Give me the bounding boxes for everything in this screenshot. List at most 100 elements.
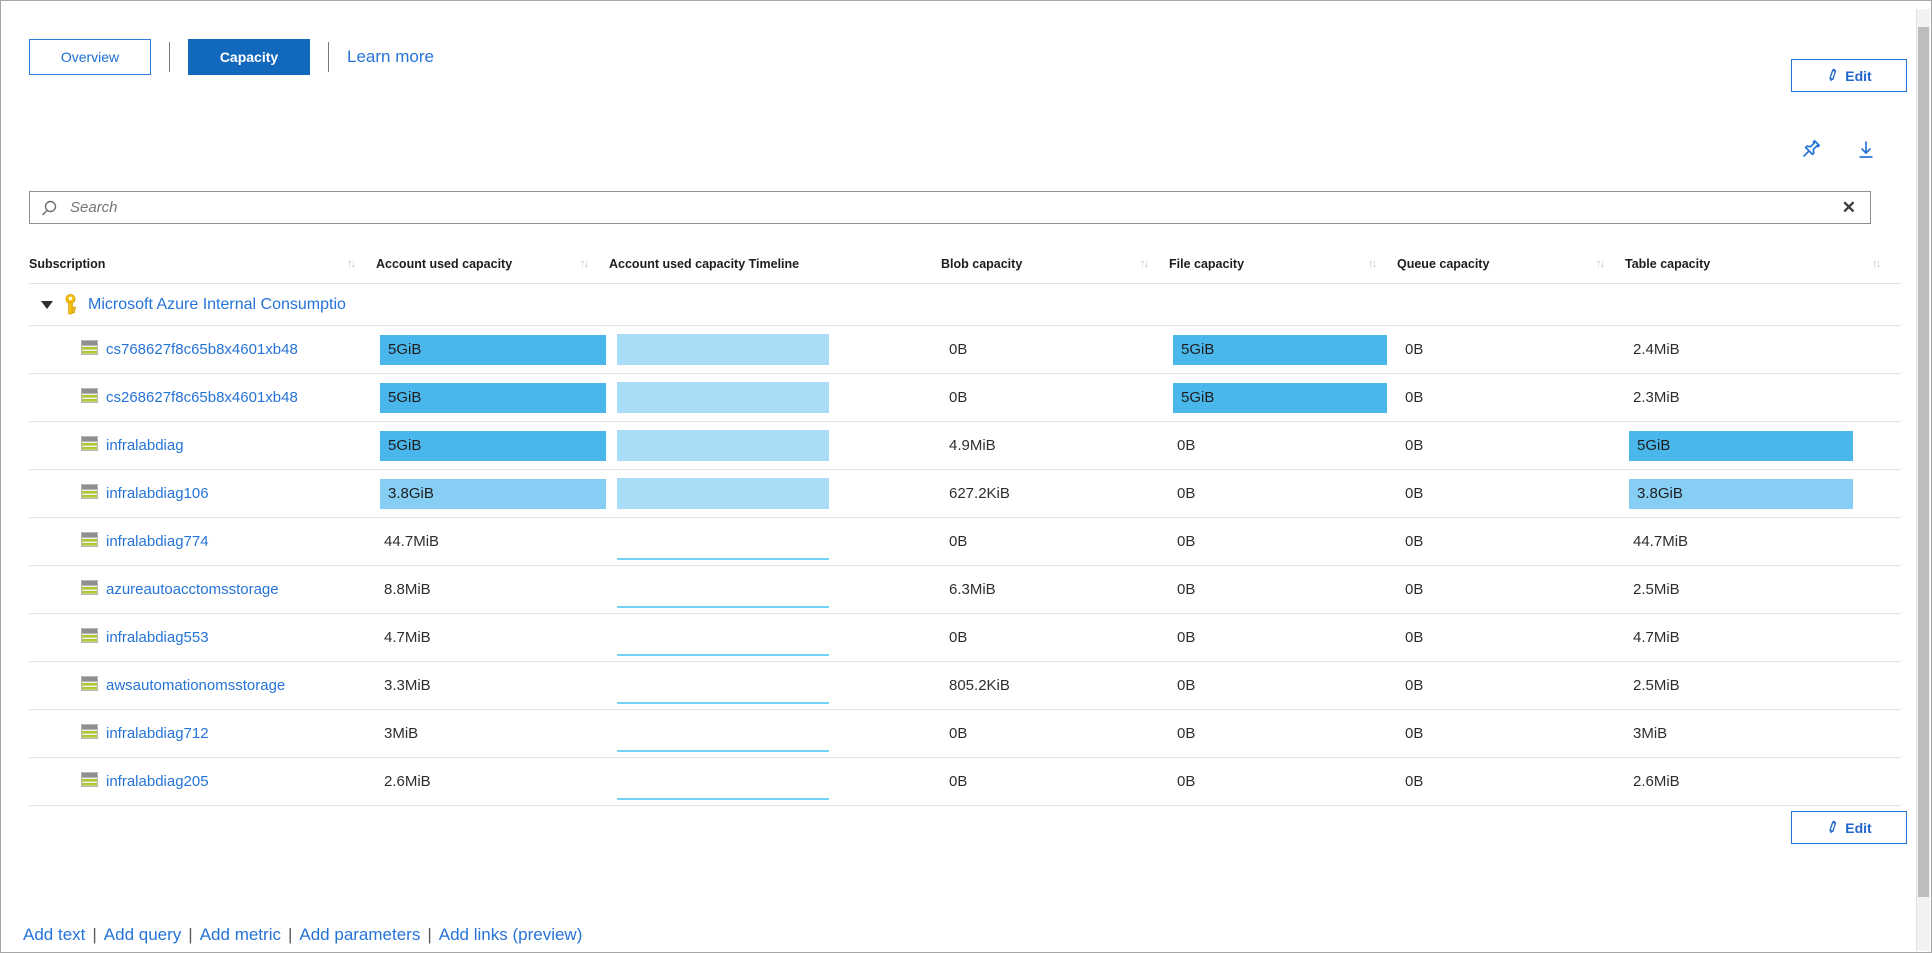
timeline-sparkline <box>617 798 829 800</box>
timeline-cell <box>609 758 941 805</box>
storage-account-icon <box>81 339 98 355</box>
storage-account-link[interactable]: azureautoacctomsstorage <box>106 581 279 598</box>
tab-capacity[interactable]: Capacity <box>188 39 310 75</box>
search-clear-icon[interactable]: ✕ <box>1841 198 1856 217</box>
tab-overview[interactable]: Overview <box>29 39 151 75</box>
blob-capacity-value: 0B <box>949 388 968 406</box>
storage-account-icon-wrap <box>81 675 98 696</box>
table-capacity-cell: 4.7MiB <box>1625 629 1901 647</box>
account-used-capacity-value: 8.8MiB <box>384 580 431 598</box>
queue-capacity-cell: 0B <box>1397 533 1625 551</box>
sort-icon[interactable]: ↑↓ <box>1596 258 1605 270</box>
storage-account-link[interactable]: cs768627f8c65b8x4601xb48 <box>106 341 298 358</box>
timeline-sparkline <box>617 334 829 365</box>
storage-account-icon-wrap <box>81 627 98 648</box>
table-row: infralabdiag106 3.8GiB 627.2KiB 0B 0B 3.8GiB <box>29 469 1901 517</box>
blob-capacity-value: 4.9MiB <box>949 436 996 454</box>
timeline-sparkline <box>617 558 829 560</box>
queue-capacity-cell: 0B <box>1397 629 1625 647</box>
storage-account-icon-wrap <box>81 435 98 456</box>
account-used-capacity-value: 3.3MiB <box>384 676 431 694</box>
storage-account-link[interactable]: infralabdiag205 <box>106 773 209 790</box>
account-used-capacity-value: 5GiB <box>388 389 422 406</box>
link-separator: | <box>427 925 432 944</box>
add-add-text-link[interactable]: Add text <box>23 925 86 944</box>
column-header-table-capacity[interactable]: Table capacity ↑↓ <box>1625 257 1901 271</box>
column-header-account-used-capacity[interactable]: Account used capacity ↑↓ <box>376 257 609 271</box>
subscription-group-row[interactable]: Microsoft Azure Internal Consumptio <box>29 283 1901 325</box>
queue-capacity-value: 0B <box>1405 340 1424 358</box>
storage-account-link[interactable]: awsautomationomsstorage <box>106 677 286 694</box>
add-add-parameters-link[interactable]: Add parameters <box>299 925 421 944</box>
queue-capacity-value: 0B <box>1405 436 1424 454</box>
storage-account-link[interactable]: cs268627f8c65b8x4601xb48 <box>106 389 298 406</box>
queue-capacity-value: 0B <box>1405 676 1424 694</box>
storage-account-link[interactable]: infralabdiag774 <box>106 533 209 550</box>
download-icon[interactable] <box>1853 137 1879 163</box>
timeline-cell <box>609 518 941 565</box>
storage-account-link[interactable]: infralabdiag712 <box>106 725 209 742</box>
sort-icon[interactable]: ↑↓ <box>1872 258 1881 270</box>
pin-icon[interactable] <box>1797 137 1823 163</box>
table-row: infralabdiag205 2.6MiB 0B 0B 0B 2.6MiB <box>29 757 1901 805</box>
sort-icon[interactable]: ↑↓ <box>1140 258 1149 270</box>
timeline-sparkline <box>617 430 829 461</box>
column-header-file-capacity[interactable]: File capacity ↑↓ <box>1169 257 1397 271</box>
subscription-group-label[interactable]: Microsoft Azure Internal Consumptio <box>88 295 346 313</box>
file-capacity-cell: 5GiB <box>1169 382 1397 413</box>
sort-icon[interactable]: ↑↓ <box>347 258 356 270</box>
table-capacity-cell: 44.7MiB <box>1625 533 1901 551</box>
search-icon <box>40 199 58 217</box>
timeline-cell <box>609 710 941 757</box>
blob-capacity-value: 0B <box>949 724 968 742</box>
table-capacity-value: 5GiB <box>1637 437 1671 454</box>
column-header-subscription[interactable]: Subscription ↑↓ <box>29 257 376 271</box>
storage-account-link[interactable]: infralabdiag553 <box>106 629 209 646</box>
file-capacity-value: 0B <box>1177 580 1196 598</box>
column-header-queue-capacity[interactable]: Queue capacity ↑↓ <box>1397 257 1625 271</box>
queue-capacity-cell: 0B <box>1397 389 1625 407</box>
storage-account-icon-wrap <box>81 483 98 504</box>
sort-icon[interactable]: ↑↓ <box>1368 258 1377 270</box>
storage-account-link[interactable]: infralabdiag <box>106 437 184 454</box>
vertical-scrollbar[interactable] <box>1916 9 1930 951</box>
learn-more-link[interactable]: Learn more <box>347 47 434 66</box>
timeline-cell <box>609 470 941 517</box>
edit-button-top[interactable]: Edit <box>1791 59 1907 92</box>
edit-button-bottom[interactable]: Edit <box>1791 811 1907 844</box>
column-header-blob-capacity[interactable]: Blob capacity ↑↓ <box>941 257 1169 271</box>
blob-capacity-cell: 0B <box>941 773 1169 791</box>
storage-account-link[interactable]: infralabdiag106 <box>106 485 209 502</box>
blob-capacity-cell: 0B <box>941 533 1169 551</box>
table-capacity-value: 4.7MiB <box>1633 628 1680 646</box>
account-used-capacity-cell: 8.8MiB <box>376 581 609 599</box>
account-used-capacity-cell: 5GiB <box>376 382 609 413</box>
add-add-query-link[interactable]: Add query <box>103 925 182 944</box>
add-add-metric-link[interactable]: Add metric <box>199 925 281 944</box>
table-capacity-cell: 2.4MiB <box>1625 341 1901 359</box>
queue-capacity-value: 0B <box>1405 628 1424 646</box>
table-row: infralabdiag 5GiB 4.9MiB 0B 0B 5GiB <box>29 421 1901 469</box>
storage-account-icon <box>81 387 98 403</box>
search-input[interactable] <box>68 198 1838 217</box>
table-capacity-bar: 3.8GiB <box>1629 478 1853 509</box>
table-capacity-value: 44.7MiB <box>1633 532 1689 550</box>
sort-icon[interactable]: ↑↓ <box>580 258 589 270</box>
storage-account-icon <box>81 435 98 451</box>
account-used-capacity-bar: 5GiB <box>380 430 606 461</box>
scrollbar-thumb[interactable] <box>1918 27 1929 897</box>
timeline-sparkline <box>617 606 829 608</box>
key-icon <box>65 294 76 315</box>
timeline-cell <box>609 374 941 421</box>
storage-account-icon <box>81 771 98 787</box>
column-label: Subscription <box>29 257 106 271</box>
storage-account-icon-wrap <box>81 339 98 360</box>
column-label: Blob capacity <box>941 257 1023 271</box>
collapse-chevron-icon[interactable] <box>41 300 53 309</box>
add-add-links-preview-link[interactable]: Add links (preview) <box>438 925 583 944</box>
subscription-resource-cell: infralabdiag712 <box>29 723 376 744</box>
file-capacity-value: 0B <box>1177 484 1196 502</box>
table-row: azureautoacctomsstorage 8.8MiB 6.3MiB 0B 0B 2… <box>29 565 1901 613</box>
storage-account-icon <box>81 627 98 643</box>
